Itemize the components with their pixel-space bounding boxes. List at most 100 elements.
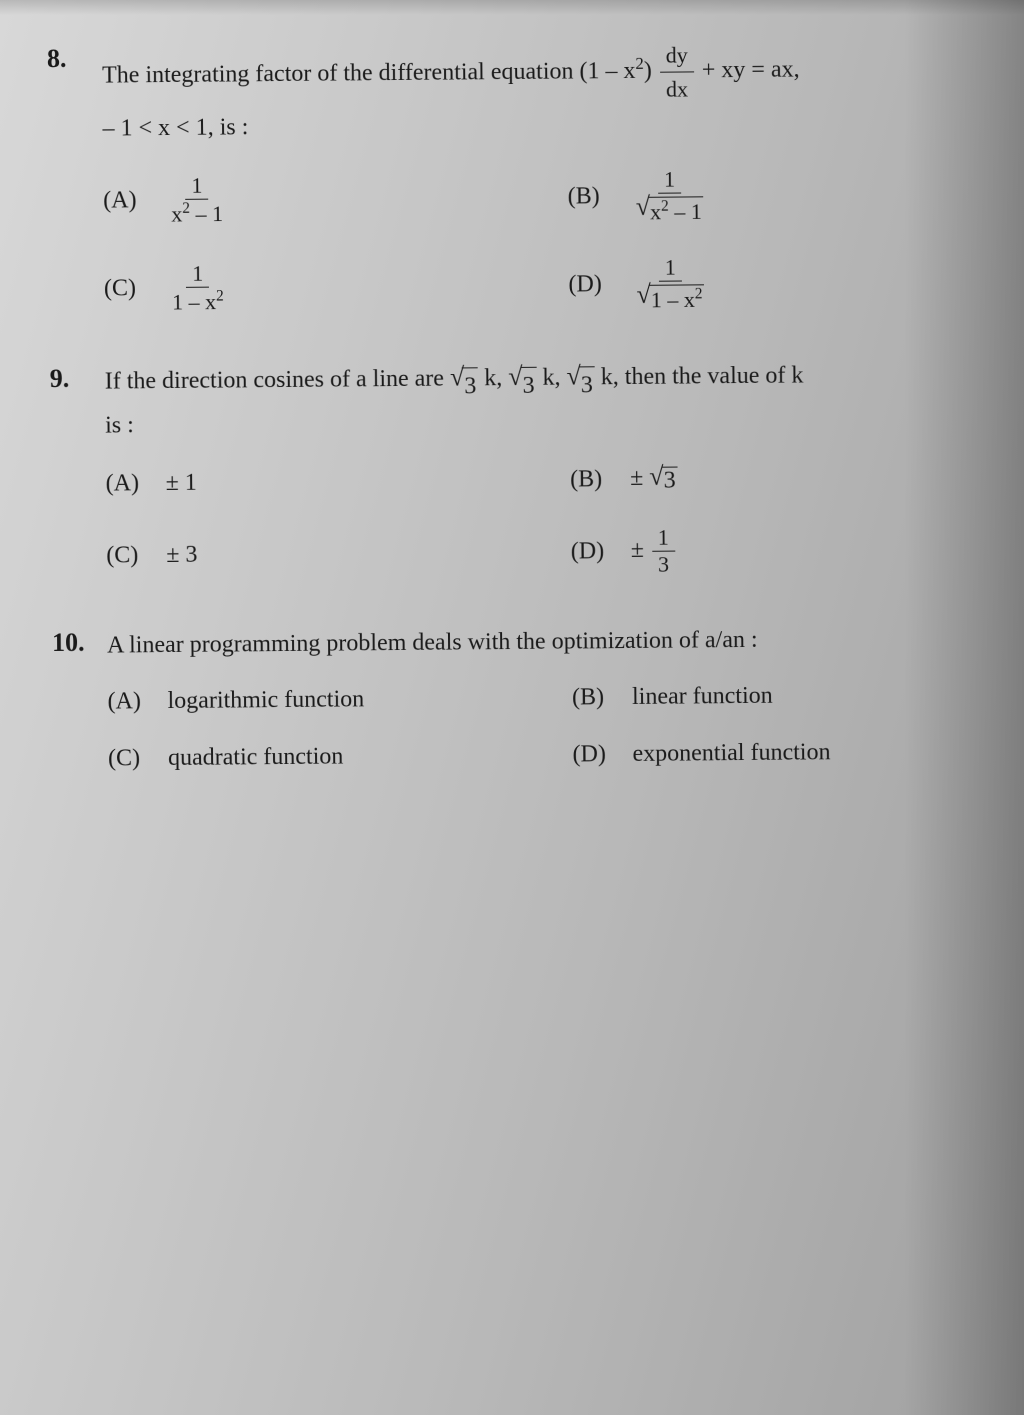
q9-opt-a-value: ± 1 (166, 467, 511, 497)
q10-opt-c-value: quadratic function (168, 742, 513, 772)
q9-opt-a-label: (A) (106, 470, 166, 498)
shadow-top (0, 0, 1024, 15)
q8-opt-b-label: (B) (568, 183, 628, 211)
q9-sqrt3-c: 3 (579, 366, 595, 403)
q8-d-sqrt-content: 1 – x2 (649, 285, 705, 314)
q8-text-line2: – 1 < x < 1, is : (102, 114, 248, 141)
question-10-options: (A) logarithmic function (B) linear func… (107, 681, 977, 773)
q9-d-den: 3 (652, 551, 675, 577)
q8-d-sqrt-sup: 2 (695, 286, 703, 303)
q9-option-b: (B) ± √3 (570, 461, 975, 496)
q8-text-p1: The integrating factor of the differenti… (102, 58, 636, 89)
q10-opt-d-label: (D) (572, 741, 632, 769)
q10-option-d: (D) exponential function (572, 738, 977, 769)
q9-sqrt2-c: 3 (520, 366, 536, 403)
q8-opt-d-value: 1 √1 – x2 (628, 252, 973, 313)
q8-b-sqrt: √x2 – 1 (636, 193, 704, 225)
q10-opt-c-label: (C) (108, 745, 168, 773)
q9-k3: k, then the value of k (595, 362, 804, 390)
q8-frac-den: dx (660, 72, 694, 105)
q8-frac-num: dy (660, 38, 694, 72)
q10-option-a: (A) logarithmic function (107, 685, 512, 716)
q9-b-sqrt-c: 3 (662, 466, 678, 494)
question-8-number: 8. (47, 44, 102, 74)
q8-d-den: √1 – x2 (630, 282, 710, 314)
q8-c-num: 1 (186, 261, 209, 288)
q9-sqrt1-c: 3 (462, 367, 478, 404)
q9-sqrt1: √3 (450, 364, 479, 404)
q9-opt-b-label: (B) (570, 466, 630, 494)
question-10-number: 10. (52, 627, 107, 657)
q10-opt-d-value: exponential function (632, 738, 977, 768)
q9-b-sqrt: √3 (649, 463, 678, 494)
q9-opt-c-value: ± 3 (166, 539, 511, 569)
q8-d-sqrt-pre: 1 – x (651, 287, 695, 312)
q8-b-sqrt-content: x2 – 1 (648, 196, 704, 225)
q8-frac-dydx: dydx (660, 38, 695, 105)
q9-d-num: 1 (652, 524, 675, 551)
question-10: 10. A linear programming problem deals w… (52, 620, 977, 773)
question-10-text: A linear programming problem deals with … (107, 620, 976, 664)
q8-b-num: 1 (658, 167, 681, 194)
q8-a-den-post: – 1 (190, 201, 223, 226)
question-9-text: If the direction cosines of a line are √… (105, 356, 975, 444)
question-8: 8. The integrating factor of the differe… (47, 36, 973, 319)
q8-d-num: 1 (659, 255, 682, 282)
q8-b-frac: 1 √x2 – 1 (629, 166, 709, 225)
q8-d-sqrt: √1 – x2 (636, 282, 704, 314)
question-8-options: (A) 1 x2 – 1 (B) 1 √x2 – 1 ( (103, 164, 973, 318)
q9-opt-c-label: (C) (106, 542, 166, 570)
q8-opt-a-value: 1 x2 – 1 (163, 170, 508, 227)
q10-option-c: (C) quadratic function (108, 742, 513, 773)
q8-option-a: (A) 1 x2 – 1 (103, 168, 508, 230)
q9-b-pre: ± (630, 464, 649, 490)
q8-opt-c-label: (C) (104, 275, 164, 303)
q8-c-den: 1 – x2 (166, 288, 230, 316)
q8-opt-b-value: 1 √x2 – 1 (627, 164, 972, 225)
q8-b-den: √x2 – 1 (630, 193, 710, 225)
q8-c-den-sup: 2 (216, 288, 224, 305)
q9-text-p1: If the direction cosines of a line are (105, 365, 450, 394)
q8-d-frac: 1 √1 – x2 (630, 255, 710, 314)
q9-option-d: (D) ± 13 (571, 522, 976, 579)
q9-option-c: (C) ± 3 (106, 526, 511, 583)
q8-a-den-sup: 2 (182, 200, 190, 217)
q9-d-frac: 13 (652, 524, 675, 577)
q9-opt-d-label: (D) (571, 538, 631, 566)
question-8-header: 8. The integrating factor of the differe… (47, 36, 972, 147)
q9-k1: k, (478, 365, 508, 391)
q9-sqrt3: √3 (566, 363, 595, 403)
question-8-text: The integrating factor of the differenti… (102, 36, 972, 147)
q9-opt-b-value: ± √3 (630, 461, 975, 495)
q9-option-a: (A) ± 1 (106, 465, 511, 500)
q10-opt-b-value: linear function (632, 681, 977, 711)
q9-sqrt2: √3 (508, 363, 537, 403)
q8-a-den-pre: x (171, 201, 182, 226)
q8-a-frac: 1 x2 – 1 (165, 172, 229, 227)
q8-b-sqrt-post: – 1 (669, 199, 702, 224)
q8-option-c: (C) 1 1 – x2 (104, 256, 509, 318)
q8-text-p3: + xy = ax, (696, 56, 800, 83)
question-9-number: 9. (50, 363, 105, 393)
q8-opt-d-label: (D) (568, 271, 628, 299)
q9-k2: k, (536, 364, 566, 390)
question-9: 9. If the direction cosines of a line ar… (50, 356, 976, 583)
q8-opt-c-value: 1 1 – x2 (164, 258, 509, 315)
exam-page: 8. The integrating factor of the differe… (47, 36, 977, 773)
q8-sup1: 2 (635, 54, 644, 73)
q10-opt-a-label: (A) (107, 688, 167, 716)
q8-b-sqrt-pre: x (650, 199, 661, 224)
q8-option-b: (B) 1 √x2 – 1 (567, 164, 972, 226)
q10-opt-a-value: logarithmic function (167, 685, 512, 715)
q8-option-d: (D) 1 √1 – x2 (568, 252, 973, 314)
question-9-header: 9. If the direction cosines of a line ar… (50, 356, 975, 444)
q8-opt-a-label: (A) (103, 187, 163, 215)
q8-a-den: x2 – 1 (165, 199, 229, 227)
q8-c-den-pre: 1 – x (172, 289, 216, 314)
q10-option-b: (B) linear function (572, 681, 977, 712)
q8-text-p2: ) (644, 58, 658, 84)
question-9-options: (A) ± 1 (B) ± √3 (C) ± 3 (D) ± 13 (106, 461, 976, 583)
q8-a-num: 1 (185, 173, 208, 200)
q9-text-line2: is : (105, 412, 134, 438)
q9-d-pre: ± (631, 536, 650, 562)
